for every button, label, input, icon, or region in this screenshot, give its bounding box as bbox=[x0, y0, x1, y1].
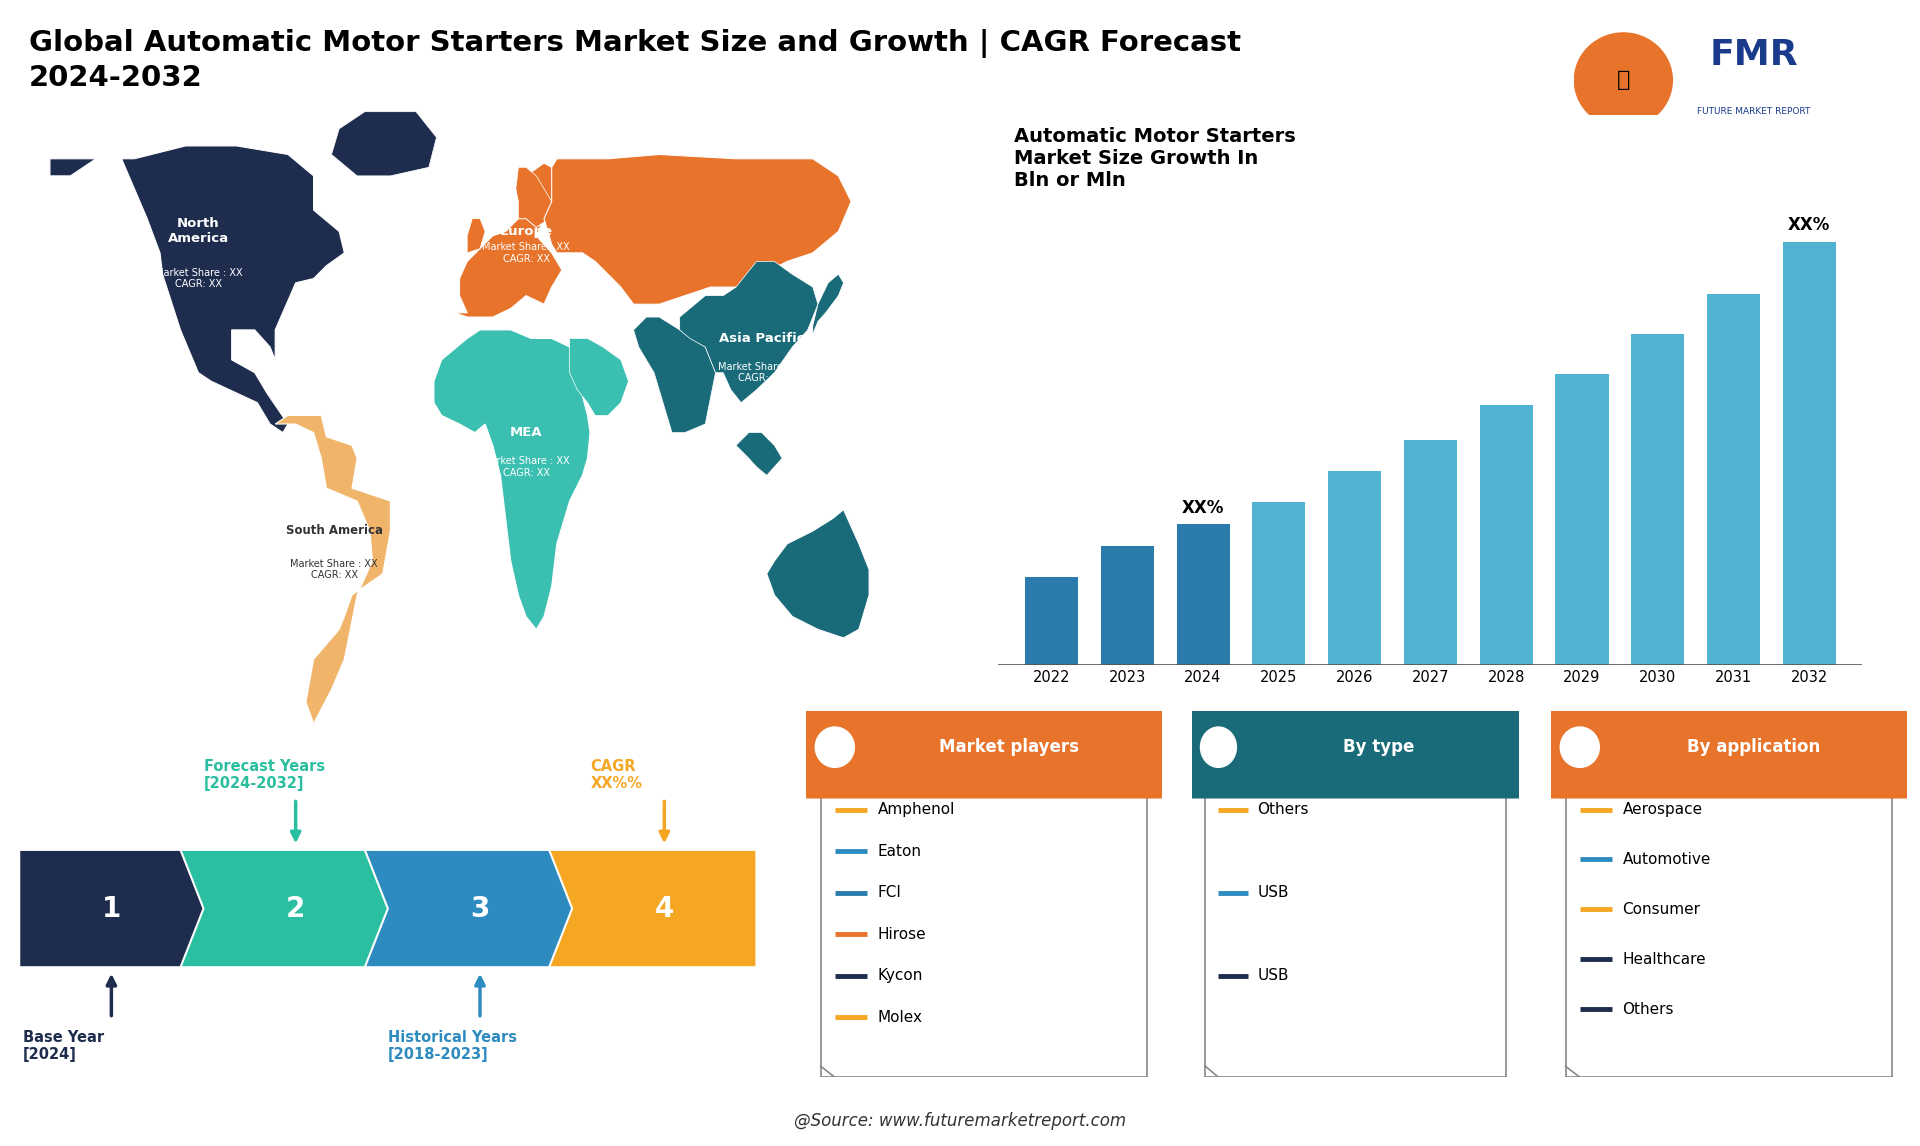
Circle shape bbox=[1200, 727, 1236, 768]
Text: Hirose: Hirose bbox=[877, 927, 925, 942]
Bar bbox=[1252, 502, 1306, 665]
Text: North
America: North America bbox=[167, 218, 228, 245]
Text: Market players: Market players bbox=[939, 738, 1079, 756]
Text: Market Share : XX
CAGR: XX: Market Share : XX CAGR: XX bbox=[290, 559, 378, 580]
Text: XX%: XX% bbox=[1788, 217, 1830, 235]
Text: Global Automatic Motor Starters Market Size and Growth | CAGR Forecast
2024-2032: Global Automatic Motor Starters Market S… bbox=[29, 29, 1240, 92]
Text: Historical Years
[2018-2023]: Historical Years [2018-2023] bbox=[388, 1029, 516, 1062]
FancyBboxPatch shape bbox=[1538, 696, 1920, 799]
Text: USB: USB bbox=[1258, 968, 1288, 983]
Circle shape bbox=[1561, 727, 1599, 768]
Polygon shape bbox=[570, 338, 628, 416]
Text: 2: 2 bbox=[286, 895, 305, 923]
Text: South America: South America bbox=[286, 525, 382, 537]
Text: Automotive: Automotive bbox=[1622, 851, 1711, 866]
Text: 1: 1 bbox=[102, 895, 121, 923]
Polygon shape bbox=[50, 146, 344, 432]
Polygon shape bbox=[634, 317, 716, 432]
Bar bbox=[1480, 405, 1532, 665]
Text: @Source: www.futuremarketreport.com: @Source: www.futuremarketreport.com bbox=[795, 1112, 1125, 1130]
Polygon shape bbox=[735, 432, 781, 476]
Text: Consumer: Consumer bbox=[1622, 902, 1701, 917]
Bar bbox=[1632, 335, 1684, 665]
Polygon shape bbox=[516, 167, 551, 227]
Text: 4: 4 bbox=[655, 895, 674, 923]
Text: USB: USB bbox=[1258, 885, 1288, 900]
Text: XX%: XX% bbox=[1183, 499, 1225, 517]
FancyBboxPatch shape bbox=[1179, 696, 1532, 799]
Bar bbox=[1784, 242, 1836, 665]
Text: Market Share : XX
CAGR: XX: Market Share : XX CAGR: XX bbox=[482, 456, 570, 478]
Text: Market Share : XX
CAGR: XX: Market Share : XX CAGR: XX bbox=[482, 242, 570, 264]
Text: Aerospace: Aerospace bbox=[1622, 802, 1703, 817]
Polygon shape bbox=[180, 850, 411, 967]
Text: Eaton: Eaton bbox=[877, 843, 922, 858]
Text: Asia Pacific: Asia Pacific bbox=[718, 332, 804, 345]
Bar bbox=[1329, 471, 1380, 665]
Polygon shape bbox=[543, 155, 851, 304]
Polygon shape bbox=[812, 274, 843, 335]
Text: MEA: MEA bbox=[511, 426, 541, 439]
Text: Forecast Years
[2024-2032]: Forecast Years [2024-2032] bbox=[204, 759, 324, 791]
Bar bbox=[1100, 545, 1154, 665]
Text: CAGR
XX%%: CAGR XX%% bbox=[591, 759, 643, 791]
Bar bbox=[1555, 374, 1609, 665]
Bar bbox=[1025, 576, 1077, 665]
Text: Kycon: Kycon bbox=[877, 968, 924, 983]
Text: Market Share : XX
CAGR: XX: Market Share : XX CAGR: XX bbox=[718, 362, 804, 384]
Text: Base Year
[2024]: Base Year [2024] bbox=[23, 1029, 104, 1062]
Text: Amphenol: Amphenol bbox=[877, 802, 954, 817]
Text: Others: Others bbox=[1258, 802, 1309, 817]
Polygon shape bbox=[549, 850, 756, 967]
Text: Molex: Molex bbox=[877, 1010, 922, 1025]
Bar bbox=[1404, 440, 1457, 665]
Text: 3: 3 bbox=[470, 895, 490, 923]
Text: 🔭: 🔭 bbox=[1617, 70, 1630, 91]
Text: Europe: Europe bbox=[499, 225, 553, 238]
Text: FUTURE MARKET REPORT: FUTURE MARKET REPORT bbox=[1697, 108, 1811, 116]
Bar bbox=[1707, 295, 1761, 665]
Polygon shape bbox=[434, 330, 589, 629]
Text: Healthcare: Healthcare bbox=[1622, 951, 1707, 967]
Polygon shape bbox=[275, 416, 390, 723]
Text: FCI: FCI bbox=[877, 885, 900, 900]
Text: By application: By application bbox=[1688, 738, 1820, 756]
Polygon shape bbox=[455, 163, 563, 317]
Text: Automatic Motor Starters
Market Size Growth In
Bln or Mln: Automatic Motor Starters Market Size Gro… bbox=[1014, 127, 1296, 190]
Circle shape bbox=[816, 727, 854, 768]
Bar bbox=[1177, 524, 1229, 665]
Polygon shape bbox=[19, 850, 227, 967]
Polygon shape bbox=[766, 510, 870, 638]
Text: By type: By type bbox=[1342, 738, 1413, 756]
Polygon shape bbox=[332, 111, 436, 175]
Circle shape bbox=[1574, 33, 1672, 127]
FancyBboxPatch shape bbox=[793, 696, 1175, 799]
Polygon shape bbox=[467, 219, 486, 253]
Polygon shape bbox=[680, 261, 818, 402]
Text: Market Share : XX
CAGR: XX: Market Share : XX CAGR: XX bbox=[156, 268, 242, 289]
Text: Others: Others bbox=[1622, 1002, 1674, 1017]
Polygon shape bbox=[365, 850, 595, 967]
Text: FMR: FMR bbox=[1709, 38, 1799, 72]
